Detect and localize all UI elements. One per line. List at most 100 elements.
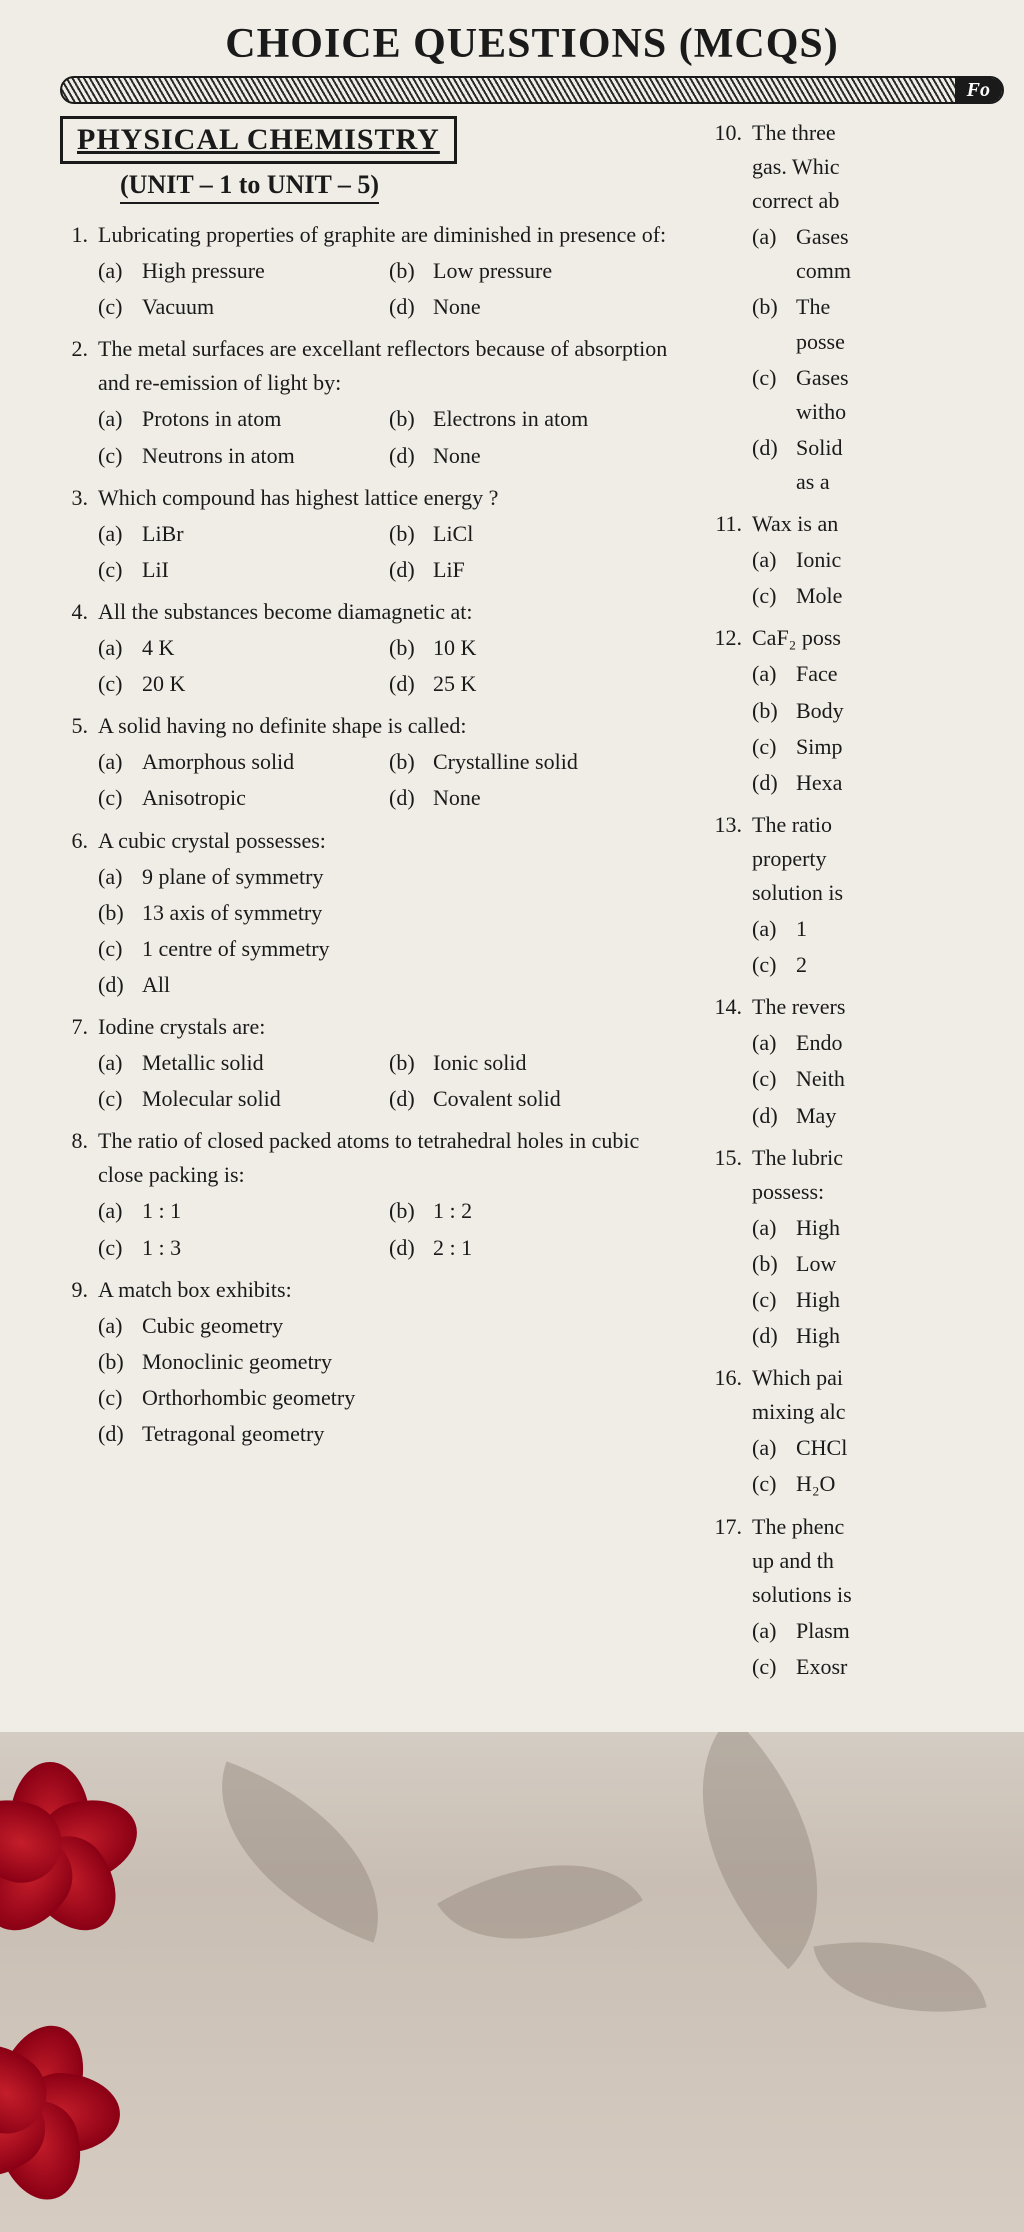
option-text: Plasm xyxy=(796,1614,1004,1648)
option-label: (b) xyxy=(389,631,433,665)
option: (a)Plasm xyxy=(752,1614,1004,1648)
question-text: The ratio of closed packed atoms to tetr… xyxy=(98,1124,680,1192)
option-text: 4 K xyxy=(142,631,389,665)
question-number: 17. xyxy=(710,1510,752,1686)
question-text: A solid having no definite shape is call… xyxy=(98,709,680,743)
option-label: (c) xyxy=(752,579,796,613)
option: (c)1 : 3 xyxy=(98,1231,389,1265)
option: (a)High pressure xyxy=(98,254,389,288)
option: (a)Amorphous solid xyxy=(98,745,389,779)
option: (c)Simp xyxy=(752,730,1004,764)
question-number: 5. xyxy=(60,709,98,817)
option-label: (c) xyxy=(98,1381,142,1415)
option-text: Hexa xyxy=(796,766,1004,800)
option: (c)Orthorhombic geometry xyxy=(98,1381,680,1415)
option: (b)LiCl xyxy=(389,517,680,551)
question-text: The revers xyxy=(752,990,1004,1024)
option-label: (c) xyxy=(98,290,142,324)
option: (a)9 plane of symmetry xyxy=(98,860,680,894)
option-label: (a) xyxy=(98,860,142,894)
option-label: (b) xyxy=(752,694,796,728)
option-text: 1 centre of symmetry xyxy=(142,932,680,966)
option-label: (a) xyxy=(98,1309,142,1343)
option-label: (a) xyxy=(752,220,796,288)
option-text: Covalent solid xyxy=(433,1082,680,1116)
option-text: May xyxy=(796,1099,1004,1133)
question-text: Wax is an xyxy=(752,507,1004,541)
options-list: (a)High pressure(b)Low pressure(c)Vacuum… xyxy=(98,254,680,326)
options-list: (a)Plasm(c)Exosr xyxy=(752,1614,1004,1686)
option: (d)May xyxy=(752,1099,1004,1133)
option-label: (a) xyxy=(752,1431,796,1465)
question-number: 12. xyxy=(710,621,752,801)
option-text: LiBr xyxy=(142,517,389,551)
option-label: (d) xyxy=(752,431,796,499)
question-number: 16. xyxy=(710,1361,752,1503)
question: 16.Which paimixing alc(a)CHCl(c)H₂O xyxy=(710,1361,1004,1503)
leaf-decor xyxy=(813,1919,986,2035)
option-text: 13 axis of symmetry xyxy=(142,896,680,930)
option: (c)20 K xyxy=(98,667,389,701)
question-body: A match box exhibits:(a)Cubic geometry(b… xyxy=(98,1273,680,1453)
options-list: (a)4 K(b)10 K(c)20 K(d)25 K xyxy=(98,631,680,703)
option: (d)2 : 1 xyxy=(389,1231,680,1265)
leaf-decor xyxy=(186,1761,415,1942)
option-label: (a) xyxy=(752,1211,796,1245)
option: (c)Exosr xyxy=(752,1650,1004,1684)
option: (a)1 xyxy=(752,912,1004,946)
option-label: (d) xyxy=(389,439,433,473)
option-text: Metallic solid xyxy=(142,1046,389,1080)
options-list: (a)Face(b)Body(c)Simp(d)Hexa xyxy=(752,657,1004,801)
option-text: Ionic solid xyxy=(433,1046,680,1080)
option-text: Neutrons in atom xyxy=(142,439,389,473)
option-text: CHCl xyxy=(796,1431,1004,1465)
question: 14.The revers(a)Endo(c)Neith(d)May xyxy=(710,990,1004,1134)
option-label: (d) xyxy=(752,766,796,800)
question-number: 15. xyxy=(710,1141,752,1356)
options-list: (a)1(c)2 xyxy=(752,912,1004,984)
option: (a)Gasescomm xyxy=(752,220,1004,288)
question-text: Which paimixing alc xyxy=(752,1361,1004,1429)
option-label: (d) xyxy=(389,290,433,324)
question-number: 9. xyxy=(60,1273,98,1453)
option-text: 9 plane of symmetry xyxy=(142,860,680,894)
option-text: Face xyxy=(796,657,1004,691)
question-body: Iodine crystals are:(a)Metallic solid(b)… xyxy=(98,1010,680,1118)
option-label: (c) xyxy=(752,1467,796,1501)
option-text: Body xyxy=(796,694,1004,728)
question-body: All the substances become diamagnetic at… xyxy=(98,595,680,703)
option-label: (d) xyxy=(752,1099,796,1133)
option-text: None xyxy=(433,439,680,473)
question-body: A cubic crystal possesses:(a)9 plane of … xyxy=(98,824,680,1004)
option: (d)Covalent solid xyxy=(389,1082,680,1116)
option-text: Ionic xyxy=(796,543,1004,577)
options-list: (a)1 : 1(b)1 : 2(c)1 : 3(d)2 : 1 xyxy=(98,1194,680,1266)
option-label: (b) xyxy=(752,1247,796,1281)
question: 12.CaF₂ poss(a)Face(b)Body(c)Simp(d)Hexa xyxy=(710,621,1004,801)
question-body: Which compound has highest lattice energ… xyxy=(98,481,680,589)
options-list: (a)Protons in atom(b)Electrons in atom(c… xyxy=(98,402,680,474)
question: 5.A solid having no definite shape is ca… xyxy=(60,709,680,817)
option-text: None xyxy=(433,781,680,815)
question-number: 4. xyxy=(60,595,98,703)
option-text: Cubic geometry xyxy=(142,1309,680,1343)
option: (d)None xyxy=(389,439,680,473)
options-list: (a)LiBr(b)LiCl(c)LiI(d)LiF xyxy=(98,517,680,589)
options-list: (a)9 plane of symmetry(b)13 axis of symm… xyxy=(98,860,680,1004)
question: 2.The metal surfaces are excellant refle… xyxy=(60,332,680,474)
question-number: 2. xyxy=(60,332,98,474)
question: 9.A match box exhibits:(a)Cubic geometry… xyxy=(60,1273,680,1453)
option-label: (c) xyxy=(752,1650,796,1684)
unit-subtitle: (UNIT – 1 to UNIT – 5) xyxy=(120,170,379,204)
question-body: The lubricpossess:(a)High(b)Low(c)High(d… xyxy=(752,1141,1004,1356)
content-columns: PHYSICAL CHEMISTRY (UNIT – 1 to UNIT – 5… xyxy=(60,116,1004,1692)
option-text: LiI xyxy=(142,553,389,587)
question: 1.Lubricating properties of graphite are… xyxy=(60,218,680,326)
option-label: (a) xyxy=(98,745,142,779)
option-text: Monoclinic geometry xyxy=(142,1345,680,1379)
question: 17.The phencup and thsolutions is(a)Plas… xyxy=(710,1510,1004,1686)
question-body: The phencup and thsolutions is(a)Plasm(c… xyxy=(752,1510,1004,1686)
option-label: (c) xyxy=(752,730,796,764)
option: (b)Low pressure xyxy=(389,254,680,288)
option-label: (d) xyxy=(389,1231,433,1265)
